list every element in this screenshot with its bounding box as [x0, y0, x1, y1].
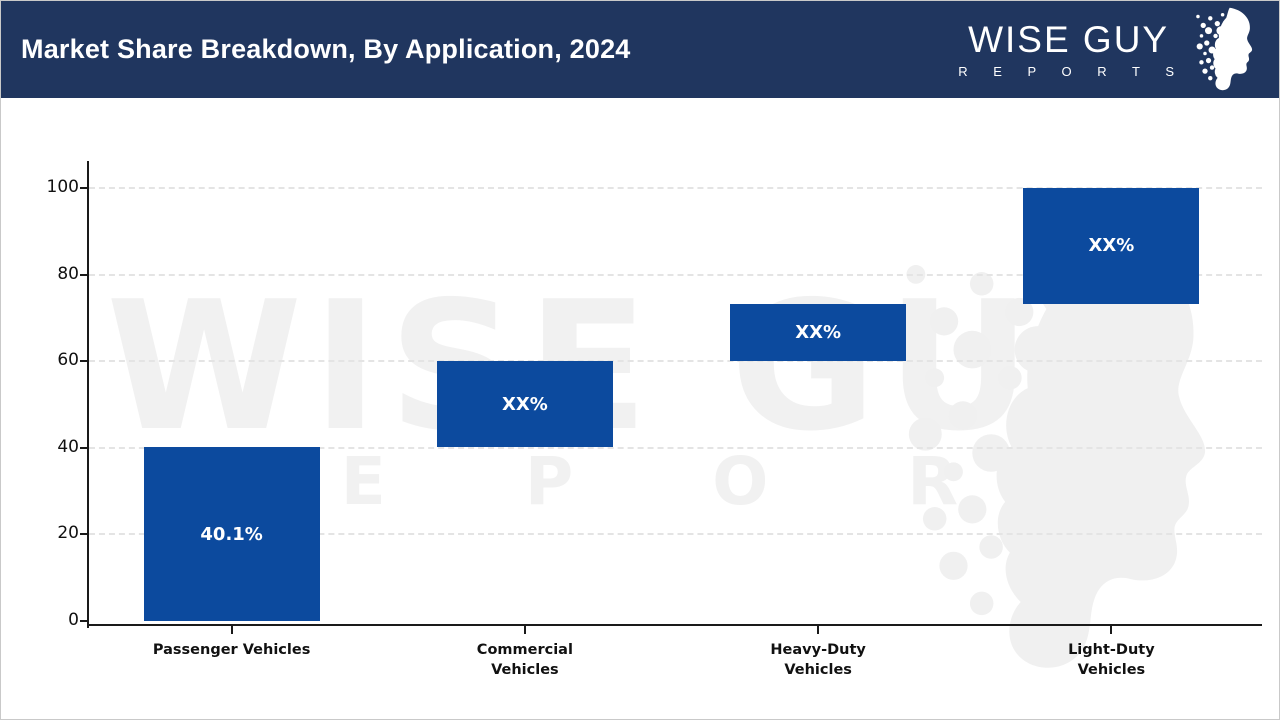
gridline: [89, 187, 1262, 189]
x-category-label-line: Heavy-Duty: [770, 642, 866, 658]
gridline: [89, 273, 1262, 276]
y-axis: [87, 161, 89, 628]
x-category-label-line: Vehicles: [491, 662, 559, 678]
wiseguy-face-icon: [1196, 7, 1253, 90]
x-tick-mark: [523, 626, 526, 634]
market-share-chart: 0 20 40 60 80 100 40.1% Passenger Vehicles XX% Co…: [1, 98, 1279, 719]
bar-value-label: XX%: [795, 321, 842, 343]
wiseguy-logo-wordmark: WISE GUY: [968, 19, 1170, 60]
x-category-label: Light-Duty Vehicles: [1001, 640, 1221, 680]
gridline: [89, 360, 1262, 363]
y-tick-label: 80: [57, 263, 79, 284]
y-tick-label: 0: [68, 610, 79, 630]
x-category-label-line: Light-Duty: [1068, 642, 1155, 658]
x-tick-mark: [230, 626, 233, 634]
wiseguy-logo-subtitle: R E P O R T S: [958, 64, 1185, 79]
bar-light-duty-vehicles: XX%: [1023, 188, 1200, 304]
y-tick-label: 20: [57, 523, 79, 544]
y-tick-mark: [80, 360, 89, 363]
x-category-label: Heavy-Duty Vehicles: [708, 640, 928, 680]
page-title: Market Share Breakdown, By Application, …: [21, 34, 631, 64]
bar-commercial-vehicles: XX%: [436, 361, 613, 448]
y-tick-label: 60: [57, 350, 79, 371]
x-category-label-line: Commercial: [476, 642, 573, 658]
bar-passenger-vehicles: 40.1%: [143, 447, 320, 621]
y-tick-mark: [80, 446, 89, 449]
wiseguy-logo-text: WISE GUY R E P O R T S: [952, 21, 1185, 78]
x-category-label-line: Vehicles: [1077, 662, 1146, 678]
x-category-label-line: Passenger Vehicles: [152, 642, 311, 658]
x-tick-mark: [817, 626, 820, 634]
y-tick-label: 40: [57, 436, 79, 457]
bar-value-label: 40.1%: [200, 523, 263, 545]
y-tick-mark: [80, 273, 89, 276]
x-category-label: Passenger Vehicles: [122, 640, 342, 660]
x-category-label-line: Vehicles: [784, 662, 852, 678]
gridline: [89, 533, 1262, 536]
wiseguy-logo: WISE GUY R E P O R T S: [952, 6, 1279, 94]
x-category-label: Commercial Vehicles: [415, 640, 635, 680]
gridline: [89, 446, 1262, 449]
header-bar: Market Share Breakdown, By Application, …: [1, 1, 1279, 98]
y-tick-label: 100: [46, 177, 79, 197]
x-axis: [87, 624, 1262, 626]
bar-value-label: XX%: [1088, 235, 1135, 257]
y-tick-mark: [80, 620, 89, 622]
bar-value-label: XX%: [501, 393, 548, 415]
y-tick-mark: [80, 533, 89, 536]
bar-heavy-duty-vehicles: XX%: [730, 303, 907, 362]
x-tick-mark: [1110, 626, 1113, 634]
y-tick-mark: [80, 187, 89, 189]
